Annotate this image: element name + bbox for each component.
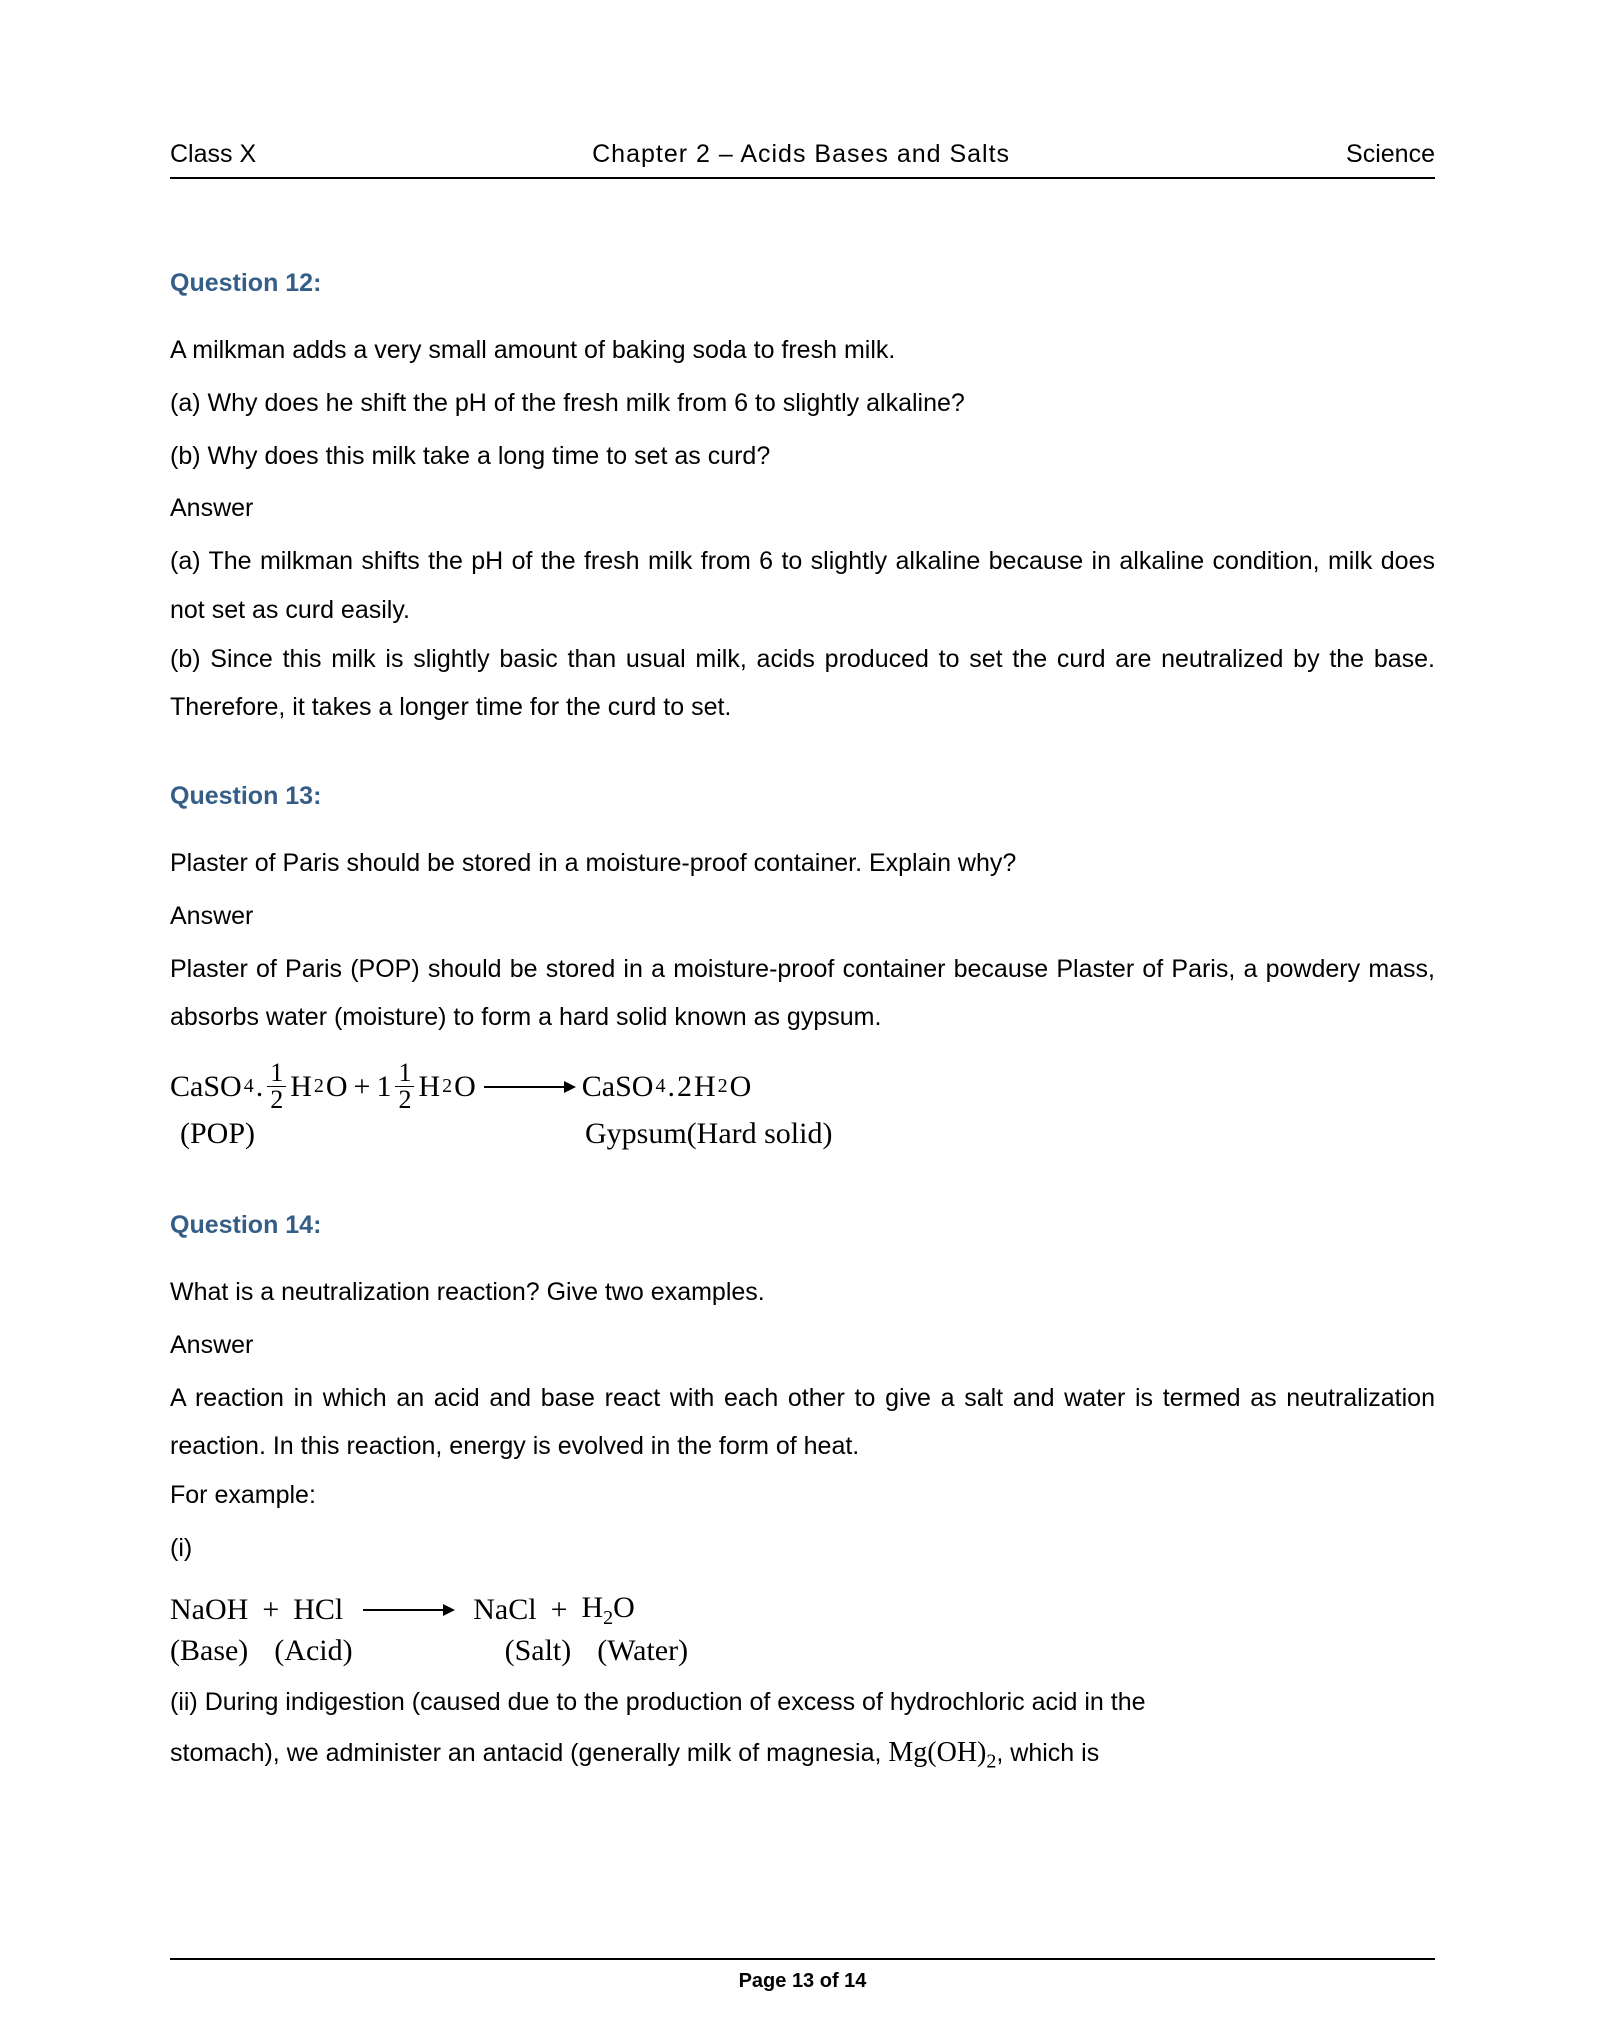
page-number: Page 13 of 14 (739, 1970, 867, 1992)
eq-o-prod: O (730, 1070, 752, 1104)
eq-base-label: (Base) (170, 1634, 248, 1668)
question-14-heading: Question 14: (170, 1211, 1435, 1240)
q14-ii-line1: (ii) During indigestion (caused due to t… (170, 1678, 1435, 1727)
eq-o-1: O (326, 1070, 348, 1104)
q13-answer-label: Answer (170, 892, 1435, 941)
header-chapter: Chapter 2 – Acids Bases and Salts (592, 140, 1010, 169)
q14-ii-line2: stomach), we administer an antacid (gene… (170, 1726, 1435, 1782)
eq-water-label: (Water) (597, 1634, 688, 1668)
eq-h-2: H (418, 1070, 440, 1104)
q14-answer: A reaction in which an acid and base rea… (170, 1374, 1435, 1472)
eq-dot-prod: . (667, 1070, 675, 1104)
q14-i-label: (i) (170, 1524, 1435, 1573)
q14-equation: NaOH + HCl NaCl + H2O (Base) (Acid) (Sal… (170, 1591, 1435, 1668)
eq-two: 2 (677, 1070, 692, 1104)
reaction-arrow-2-icon (363, 1609, 453, 1611)
q14-prompt: What is a neutralization reaction? Give … (170, 1268, 1435, 1317)
eq-sub2-1: 2 (314, 1075, 324, 1098)
q12-answer-label: Answer (170, 484, 1435, 533)
page-header: Class X Chapter 2 – Acids Bases and Salt… (170, 140, 1435, 179)
eq-sub2-prod: 2 (718, 1075, 728, 1098)
eq-frac-half-1: 12 (267, 1060, 286, 1113)
q12-answer-b: (b) Since this milk is slightly basic th… (170, 635, 1435, 733)
eq-h: H (290, 1070, 312, 1104)
eq-plus: + (354, 1070, 371, 1104)
mgoh-formula: Mg(OH)2 (888, 1737, 996, 1768)
eq-plus-1: + (262, 1593, 279, 1627)
eq-sub2-2: 2 (442, 1075, 452, 1098)
q12-prompt-1: A milkman adds a very small amount of ba… (170, 326, 1435, 375)
eq-one: 1 (376, 1070, 391, 1104)
eq-h2: H (582, 1591, 604, 1624)
eq-dot: . (256, 1070, 264, 1104)
eq-acid-label: (Acid) (274, 1634, 352, 1668)
eq-salt-label: (Salt) (505, 1634, 572, 1668)
eq-hcl: HCl (293, 1593, 343, 1627)
q13-prompt: Plaster of Paris should be stored in a m… (170, 839, 1435, 888)
eq-h2o-o: O (613, 1591, 635, 1624)
eq-pop-label: (POP) (170, 1117, 265, 1151)
question-12-heading: Question 12: (170, 269, 1435, 298)
page-footer: Page 13 of 14 (170, 1958, 1435, 1993)
q13-equation: CaSO4. 12 H2O + 1 12 H2O CaSO4.2H2O (POP… (170, 1060, 1435, 1151)
reaction-arrow-icon (484, 1086, 574, 1088)
q12-prompt-b: (b) Why does this milk take a long time … (170, 432, 1435, 481)
eq-caso4: CaSO (170, 1070, 242, 1104)
q14-answer-label: Answer (170, 1321, 1435, 1370)
question-13-heading: Question 13: (170, 782, 1435, 811)
eq-caso4-prod: CaSO (582, 1070, 654, 1104)
q14-ii-part2a: stomach), we administer an antacid (gene… (170, 1739, 888, 1767)
eq-naoh: NaOH (170, 1593, 248, 1627)
q12-answer-a: (a) The milkman shifts the pH of the fre… (170, 537, 1435, 635)
eq-sub4-prod: 4 (655, 1075, 665, 1098)
q14-ii-part2b: which is (1003, 1739, 1099, 1767)
q12-prompt-a: (a) Why does he shift the pH of the fres… (170, 379, 1435, 428)
eq-plus-2: + (551, 1593, 568, 1627)
q13-answer: Plaster of Paris (POP) should be stored … (170, 945, 1435, 1043)
eq-h-prod: H (694, 1070, 716, 1104)
eq-sub4: 4 (244, 1075, 254, 1098)
header-subject: Science (1346, 140, 1435, 169)
eq-frac-half-2: 12 (395, 1060, 414, 1113)
eq-h2-sub: 2 (603, 1607, 613, 1629)
eq-o-2: O (454, 1070, 476, 1104)
eq-nacl: NaCl (473, 1593, 536, 1627)
header-class: Class X (170, 140, 256, 169)
eq-gypsum-label: Gypsum(Hard solid) (585, 1117, 832, 1151)
q14-for-example: For example: (170, 1471, 1435, 1520)
